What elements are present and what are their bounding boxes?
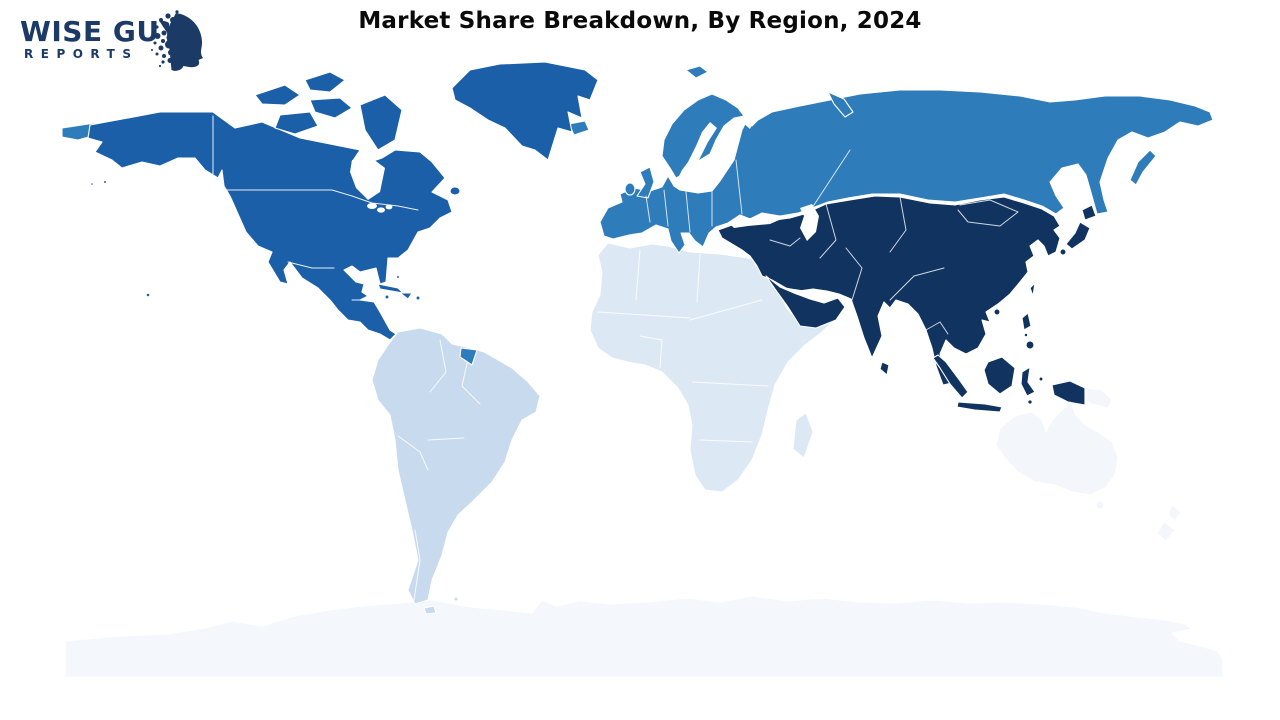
- newfoundland: [449, 186, 461, 196]
- tierra-del-fuego: [423, 605, 437, 615]
- region-europe-russia: [61, 65, 1214, 366]
- sri-lanka: [879, 361, 890, 376]
- hispaniola: [399, 292, 413, 300]
- japan-kyushu: [1059, 248, 1067, 256]
- madagascar: [792, 412, 814, 459]
- taiwan: [1029, 282, 1036, 297]
- wise-guy-reports-logo: WISE GUY REPORTS: [14, 10, 214, 72]
- ireland: [624, 182, 636, 196]
- jamaica: [384, 294, 390, 300]
- timor: [1027, 399, 1033, 405]
- french-guiana: [459, 347, 478, 366]
- africa-country-borders: [597, 249, 769, 443]
- bahamas: [395, 274, 401, 280]
- arctic-island-1: [254, 84, 301, 106]
- hawaii: [145, 292, 151, 298]
- falkland-islands: [453, 596, 459, 602]
- sakhalin: [1129, 149, 1157, 186]
- novaya-zemlya: [827, 91, 854, 118]
- region-south-america: [371, 327, 541, 615]
- papua-new-guinea: [1085, 387, 1113, 409]
- philippines-luzon: [1021, 312, 1032, 331]
- hudson-bay: [350, 158, 385, 200]
- great-lake-1: [367, 203, 377, 209]
- australia: [995, 401, 1119, 496]
- new-zealand-north: [1167, 504, 1182, 522]
- great-lake-3: [385, 204, 393, 210]
- philippines-visayas: [1023, 332, 1029, 338]
- logo-text-reports: REPORTS: [24, 47, 139, 61]
- java: [956, 401, 1003, 413]
- philippines-mindanao: [1025, 340, 1035, 350]
- arctic-island-2: [304, 71, 346, 93]
- great-lake-2: [377, 207, 385, 213]
- chart-title: Market Share Breakdown, By Region, 2024: [358, 8, 922, 34]
- caspian-sea: [800, 204, 819, 241]
- tasmania: [1095, 500, 1105, 510]
- persian-gulf: [787, 288, 836, 302]
- antarctica-landmass: [64, 595, 1224, 678]
- victoria-island: [274, 111, 319, 135]
- region-asia-pacific: [717, 195, 1097, 413]
- region-north-america: [87, 61, 599, 341]
- north-america-mainland: [87, 111, 453, 341]
- baffin-island: [359, 94, 403, 151]
- asia-country-borders: [769, 196, 1019, 335]
- greenland: [451, 61, 599, 161]
- puerto-rico: [415, 295, 421, 301]
- moluccas: [1038, 376, 1044, 382]
- sulawesi: [1020, 366, 1036, 397]
- svalbard: [685, 65, 709, 79]
- europe-russia-mainland: [599, 89, 1214, 254]
- head-silhouette: [169, 13, 203, 71]
- aleutian-1: [102, 179, 108, 185]
- new-zealand-south: [1156, 521, 1176, 542]
- dotted-head-profile-icon: [151, 10, 203, 71]
- cuba: [377, 283, 404, 294]
- south-america-mainland: [371, 327, 541, 605]
- north-america-country-borders: [212, 115, 419, 301]
- region-antarctica: [64, 595, 1224, 678]
- black-sea: [728, 217, 786, 228]
- japan-honshu: [1065, 221, 1091, 250]
- region-africa: [589, 242, 833, 493]
- europe-country-borders: [645, 149, 851, 233]
- baltic-sea: [676, 122, 724, 184]
- hainan: [993, 308, 1001, 316]
- sumatra: [932, 354, 969, 399]
- white-sea: [741, 113, 754, 129]
- great-britain: [636, 166, 655, 199]
- iceland: [568, 120, 590, 136]
- japan-hokkaido: [1081, 204, 1097, 221]
- arctic-island-3: [309, 97, 353, 119]
- inland-water-bodies: [350, 113, 836, 302]
- borneo: [983, 356, 1016, 395]
- west-papua: [1051, 380, 1086, 406]
- region-oceania: [995, 387, 1182, 542]
- aleutian-2: [90, 182, 94, 186]
- asia-mainland: [717, 195, 1061, 386]
